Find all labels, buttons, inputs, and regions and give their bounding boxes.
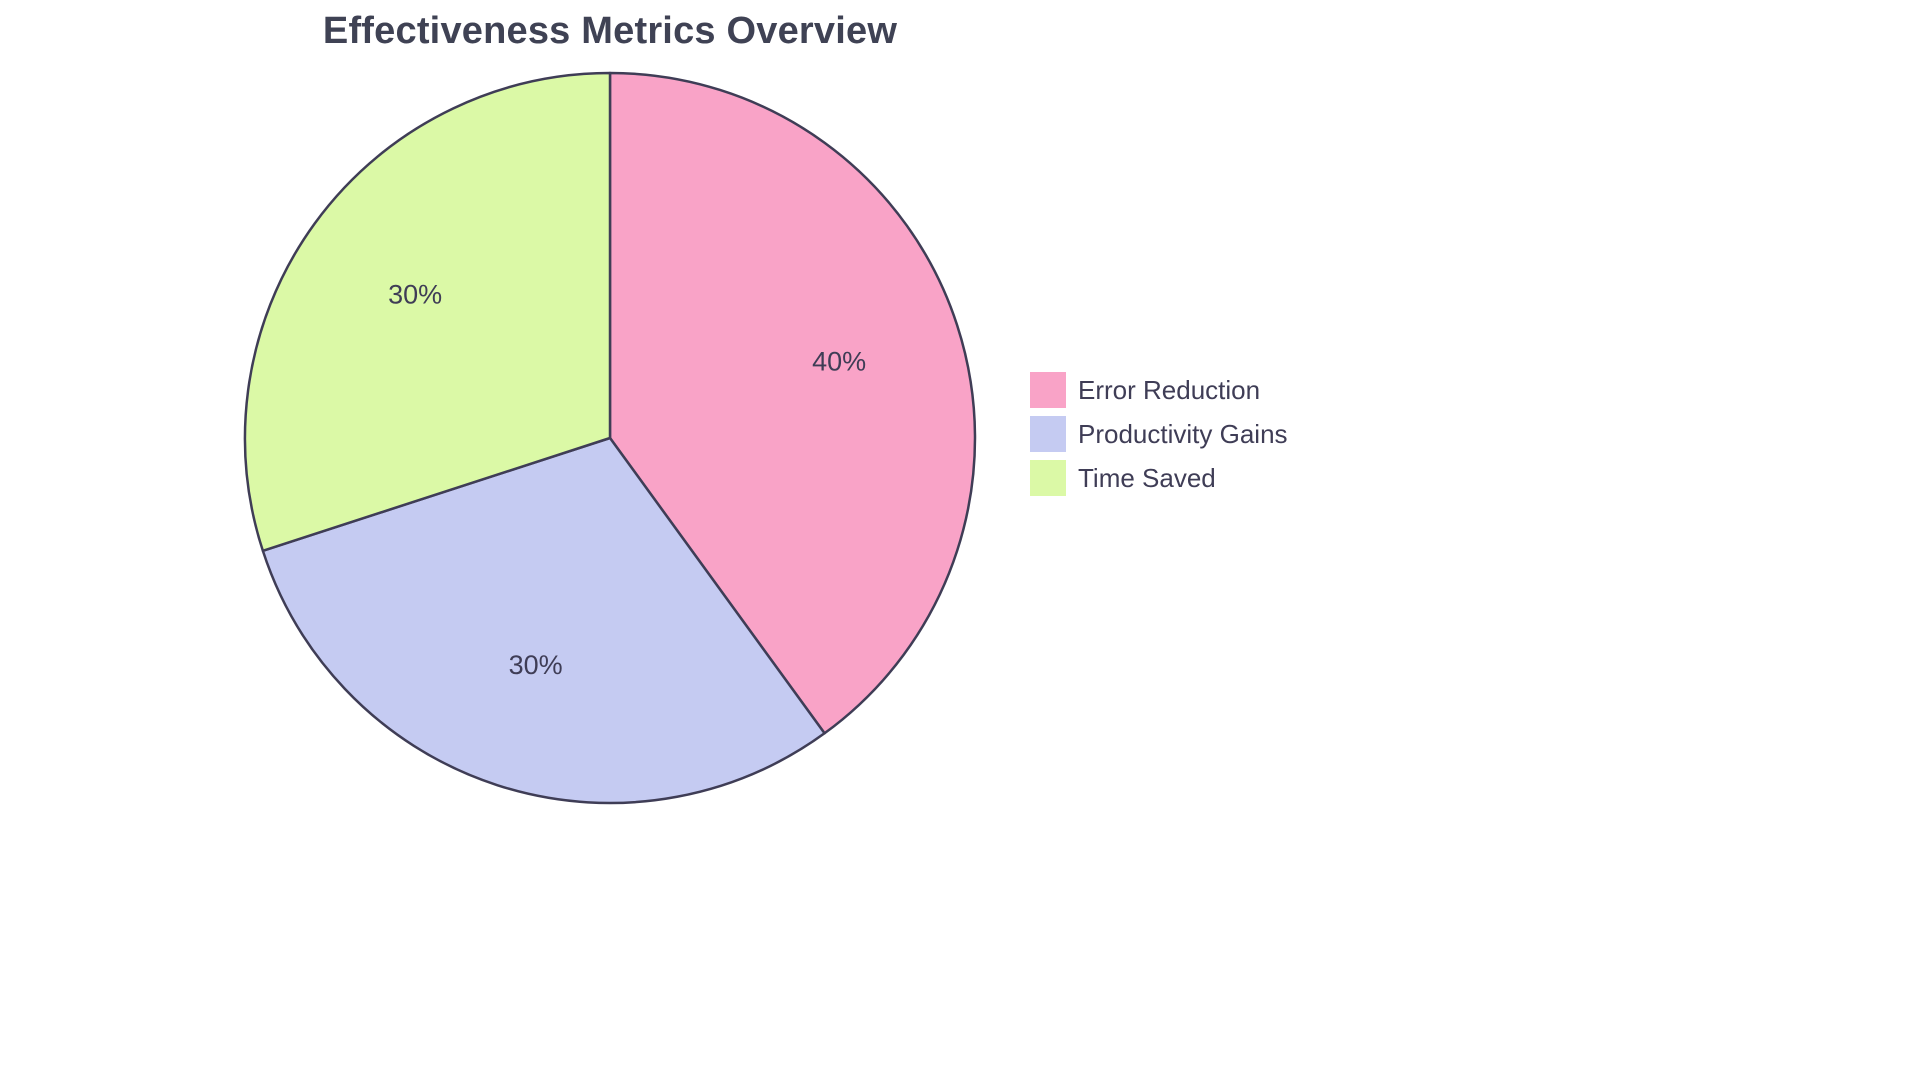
pie-slice-error-reduction[interactable]: [608, 71, 977, 735]
pie-slice-percentage-label: 40%: [812, 347, 866, 377]
chart-title: Effectiveness Metrics Overview: [322, 10, 898, 52]
pie-slice-percentage-label: 30%: [509, 650, 563, 680]
legend-item-error-reduction[interactable]: Error Reduction: [1030, 372, 1288, 408]
legend-swatch-error-reduction: [1030, 372, 1066, 408]
legend-swatch-productivity-gains: [1030, 416, 1066, 452]
legend-label-productivity-gains: Productivity Gains: [1078, 418, 1288, 449]
legend-item-time-saved[interactable]: Time Saved: [1030, 460, 1288, 496]
legend-label-error-reduction: Error Reduction: [1078, 374, 1261, 405]
pie-slice-productivity-gains[interactable]: [261, 436, 826, 805]
pie-slice-percentage-label: 30%: [388, 280, 442, 310]
legend: Error Reduction Productivity Gains Time …: [1030, 372, 1288, 496]
legend-item-productivity-gains[interactable]: Productivity Gains: [1030, 416, 1288, 452]
legend-swatch-time-saved: [1030, 460, 1066, 496]
pie-slice-time-saved[interactable]: [243, 71, 612, 553]
legend-label-time-saved: Time Saved: [1078, 462, 1216, 493]
